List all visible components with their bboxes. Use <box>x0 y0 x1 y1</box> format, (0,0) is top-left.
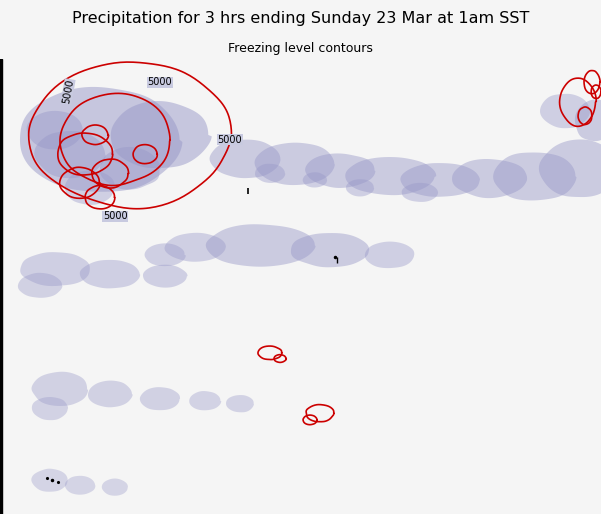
Polygon shape <box>206 224 316 267</box>
Polygon shape <box>346 179 374 196</box>
Polygon shape <box>255 143 335 185</box>
Polygon shape <box>303 172 327 188</box>
Polygon shape <box>365 242 414 268</box>
Polygon shape <box>20 252 90 286</box>
Polygon shape <box>291 233 369 267</box>
Polygon shape <box>452 159 527 198</box>
Polygon shape <box>540 94 590 128</box>
Polygon shape <box>346 157 436 195</box>
Polygon shape <box>189 391 221 410</box>
Text: Freezing level contours: Freezing level contours <box>228 42 373 55</box>
Polygon shape <box>145 243 186 266</box>
Polygon shape <box>26 111 84 150</box>
Text: Precipitation for 3 hrs ending Sunday 23 Mar at 1am SST: Precipitation for 3 hrs ending Sunday 23… <box>72 11 529 26</box>
Polygon shape <box>102 479 128 495</box>
Polygon shape <box>143 265 188 288</box>
Polygon shape <box>400 163 480 197</box>
Polygon shape <box>539 139 601 197</box>
Polygon shape <box>575 100 601 141</box>
Polygon shape <box>210 140 281 178</box>
Polygon shape <box>401 183 438 202</box>
Polygon shape <box>20 87 183 192</box>
Polygon shape <box>111 101 212 168</box>
Polygon shape <box>226 395 254 412</box>
Polygon shape <box>305 154 376 188</box>
Polygon shape <box>100 147 160 190</box>
Polygon shape <box>18 273 63 298</box>
Polygon shape <box>65 171 115 205</box>
Polygon shape <box>165 233 226 262</box>
Polygon shape <box>34 131 106 178</box>
Text: 5000: 5000 <box>61 79 75 105</box>
Polygon shape <box>88 380 133 407</box>
Text: 5000: 5000 <box>148 77 172 87</box>
Bar <box>0 59 2 514</box>
Polygon shape <box>140 387 180 410</box>
Polygon shape <box>31 469 68 492</box>
Polygon shape <box>80 260 140 288</box>
Text: 5000: 5000 <box>103 211 127 222</box>
Polygon shape <box>31 372 88 406</box>
Polygon shape <box>65 476 96 494</box>
Polygon shape <box>493 153 576 200</box>
Text: 5000: 5000 <box>218 135 242 145</box>
Polygon shape <box>32 397 68 420</box>
Polygon shape <box>255 164 285 183</box>
